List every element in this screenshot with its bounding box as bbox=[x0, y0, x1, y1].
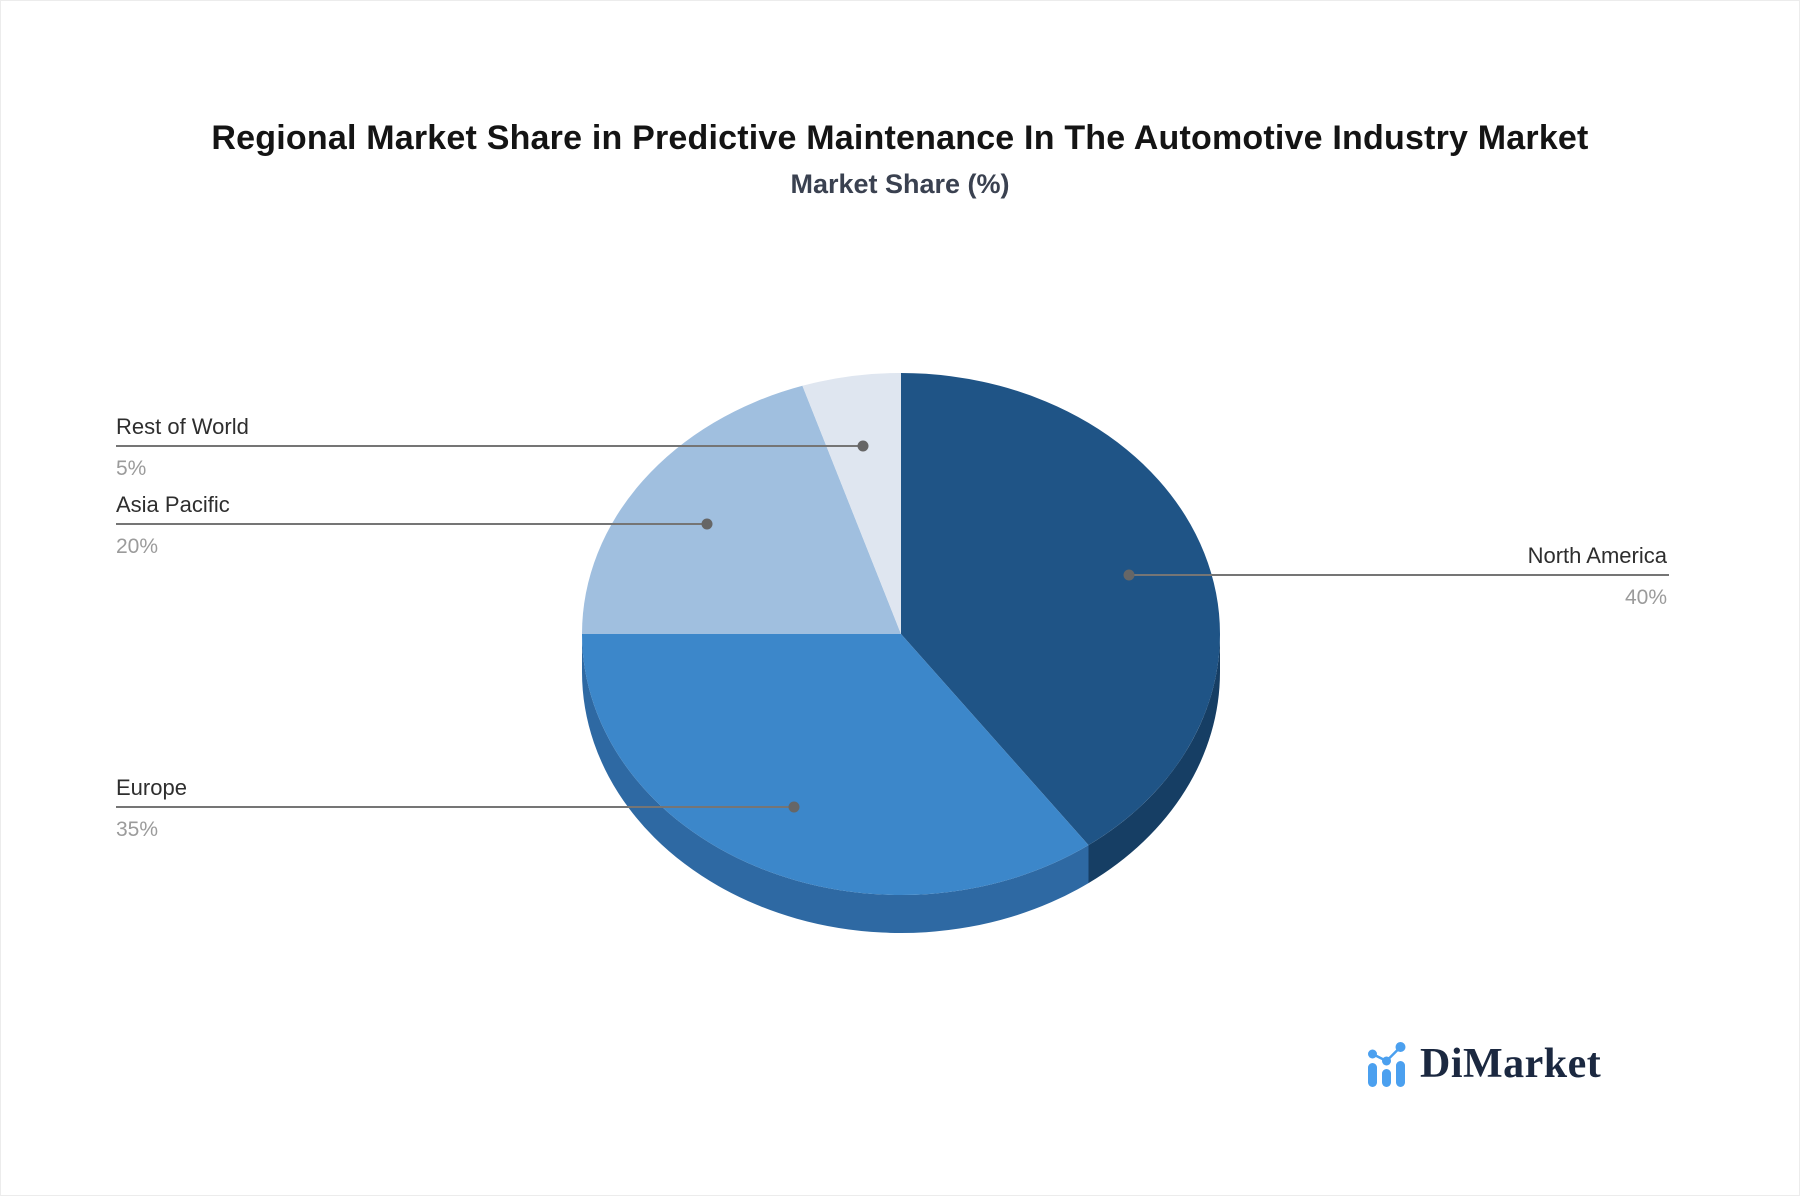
slice-label: Asia Pacific bbox=[116, 492, 230, 517]
pie-slice-depth-europe bbox=[582, 634, 1089, 933]
slice-percent: 40% bbox=[1624, 586, 1667, 609]
chart-title: Regional Market Share in Predictive Main… bbox=[211, 119, 1589, 157]
callout-asia-pacific: Asia Pacific 20% bbox=[116, 492, 230, 559]
chart-subtitle: Market Share (%) bbox=[790, 169, 1010, 199]
dimarket-logo: DiMarket bbox=[1368, 1041, 1601, 1087]
pie-slice-rest-of-world[interactable] bbox=[802, 373, 901, 634]
slice-label: Rest of World bbox=[116, 414, 249, 439]
callout-europe: Europe 35% bbox=[116, 775, 187, 842]
pie-slice-europe[interactable] bbox=[582, 634, 1089, 895]
slice-label: Europe bbox=[116, 775, 187, 800]
slice-percent: 35% bbox=[116, 818, 159, 841]
bar-line-chart-logo-icon bbox=[1368, 1042, 1406, 1087]
leader-dot-rest-of-world bbox=[857, 440, 869, 452]
pie-slice-depth-north-america bbox=[1088, 634, 1220, 884]
callout-rest-of-world: Rest of World 5% bbox=[116, 414, 249, 481]
pie-slice-north-america[interactable] bbox=[901, 373, 1220, 846]
leader-dot-europe bbox=[788, 801, 800, 813]
dimarket-logo-text: DiMarket bbox=[1420, 1041, 1602, 1087]
callout-north-america: North America 40% bbox=[1528, 543, 1667, 610]
leader-dot-north-america bbox=[1123, 569, 1135, 581]
slice-percent: 5% bbox=[116, 457, 147, 480]
pie-slice-asia-pacific[interactable] bbox=[582, 385, 901, 634]
slice-percent: 20% bbox=[116, 535, 159, 558]
slice-label: North America bbox=[1527, 543, 1667, 568]
leader-dot-asia-pacific bbox=[701, 518, 713, 530]
